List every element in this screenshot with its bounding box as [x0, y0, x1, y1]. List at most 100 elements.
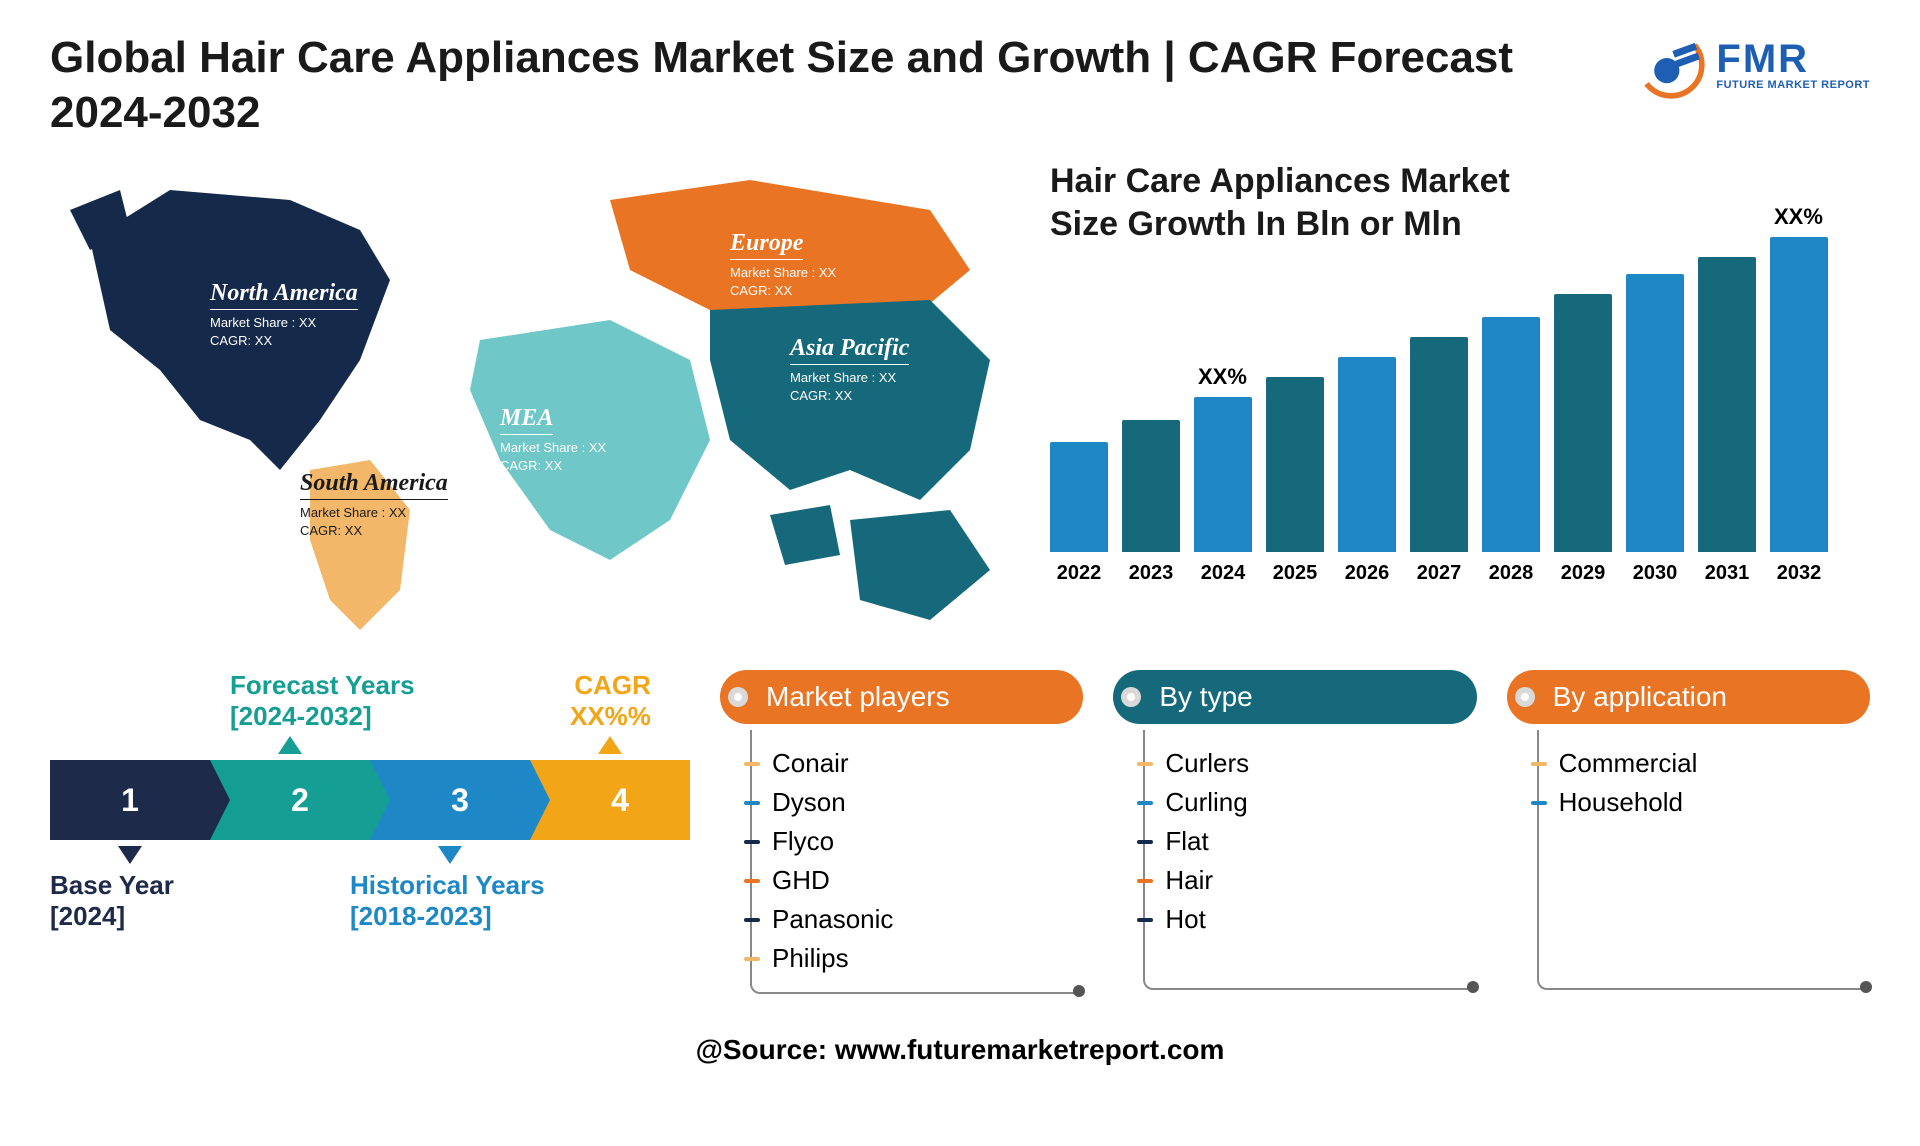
region-label-eu: EuropeMarket Share : XXCAGR: XX — [730, 230, 836, 300]
chart-bars: 2022 2023 2024 2025 2026 2027 2028 2029 2030 2031… — [1050, 255, 1870, 585]
arrow-down-icon — [438, 846, 462, 864]
bar — [1194, 397, 1252, 552]
bar — [1410, 337, 1468, 552]
bar — [1122, 420, 1180, 552]
tick-icon — [744, 879, 760, 883]
list-item-label: Flat — [1165, 826, 1208, 857]
bar-column: 2027 — [1410, 337, 1468, 585]
bar-year-label: 2030 — [1633, 562, 1678, 585]
bar-column: 2024 — [1194, 397, 1252, 585]
list-item: Dyson — [744, 783, 1083, 822]
bar — [1338, 357, 1396, 552]
page-title: Global Hair Care Appliances Market Size … — [50, 30, 1550, 140]
list-item-label: Hair — [1165, 865, 1213, 896]
list-item-label: Conair — [772, 748, 849, 779]
tl-base-l2: [2024] — [50, 901, 174, 932]
list-item: Hair — [1137, 861, 1476, 900]
bar-column: 2023 — [1122, 420, 1180, 585]
tl-cagr-l1: CAGR — [570, 670, 651, 701]
timeline-label-cagr: CAGR XX%% — [570, 670, 651, 732]
list-item: GHD — [744, 861, 1083, 900]
bar — [1266, 377, 1324, 552]
tl-hist-l2: [2018-2023] — [350, 901, 545, 932]
category-market-players: Market players Conair Dyson Flyco GHD Panaso… — [720, 670, 1083, 994]
timeline-segment: 3 — [370, 760, 530, 840]
chart-title: Hair Care Appliances Market Size Growth … — [1050, 160, 1550, 245]
region-label-mea: MEAMarket Share : XXCAGR: XX — [500, 405, 606, 475]
list-item: Flyco — [744, 822, 1083, 861]
bar-year-label: 2027 — [1417, 562, 1462, 585]
tick-icon — [744, 801, 760, 805]
tick-icon — [1137, 879, 1153, 883]
bar — [1698, 257, 1756, 552]
timeline-segment: 1 — [50, 760, 210, 840]
bar-year-label: 2032 — [1777, 562, 1822, 585]
timeline-segment: 4 — [530, 760, 690, 840]
bar-year-label: 2023 — [1129, 562, 1174, 585]
tl-forecast-l2: [2024-2032] — [230, 701, 415, 732]
list-item-label: Flyco — [772, 826, 834, 857]
category-title: By application — [1553, 681, 1727, 713]
list-item: Curling — [1137, 783, 1476, 822]
bar-year-label: 2029 — [1561, 562, 1606, 585]
tick-icon — [744, 957, 760, 961]
tl-hist-l1: Historical Years — [350, 870, 545, 901]
timeline-bar: 1234 — [50, 760, 690, 840]
logo-text-main: FMR — [1716, 39, 1870, 79]
list-item: Curlers — [1137, 744, 1476, 783]
arrow-down-icon — [118, 846, 142, 864]
bar-column: 2032 — [1770, 237, 1828, 585]
tick-icon — [744, 918, 760, 922]
list-item-label: Commercial — [1559, 748, 1698, 779]
binoculars-icon — [1636, 30, 1706, 100]
tick-icon — [744, 840, 760, 844]
bar-column: 2028 — [1482, 317, 1540, 585]
category-list: Commercial Household — [1537, 730, 1870, 990]
list-item: Hot — [1137, 900, 1476, 939]
category-title: Market players — [766, 681, 950, 713]
arrow-up-icon — [598, 736, 622, 754]
region-label-ap: Asia PacificMarket Share : XXCAGR: XX — [790, 335, 909, 405]
bar-column: 2026 — [1338, 357, 1396, 585]
tick-icon — [744, 762, 760, 766]
list-item-label: Household — [1559, 787, 1683, 818]
bullet-icon — [1121, 687, 1141, 707]
tl-cagr-l2: XX%% — [570, 701, 651, 732]
bar-column: 2025 — [1266, 377, 1324, 585]
bar-column: 2030 — [1626, 274, 1684, 585]
list-item: Commercial — [1531, 744, 1870, 783]
category-by-type: By type CurlersCurlingFlatHairHot — [1113, 670, 1476, 990]
tl-forecast-l1: Forecast Years — [230, 670, 415, 701]
region-label-sa: South AmericaMarket Share : XXCAGR: XX — [300, 470, 448, 540]
list-item: Flat — [1137, 822, 1476, 861]
timeline-label-forecast: Forecast Years [2024-2032] — [230, 670, 415, 732]
category-by-application: By application Commercial Household — [1507, 670, 1870, 990]
source-text: @Source: www.futuremarketreport.com — [50, 1034, 1870, 1066]
list-item-label: Philips — [772, 943, 849, 974]
list-item-label: Hot — [1165, 904, 1205, 935]
tick-icon — [1531, 801, 1547, 805]
bar-year-label: 2025 — [1273, 562, 1318, 585]
bar — [1554, 294, 1612, 552]
region-label-na: North AmericaMarket Share : XXCAGR: XX — [210, 280, 358, 350]
bar — [1626, 274, 1684, 552]
bar-year-label: 2026 — [1345, 562, 1390, 585]
bar — [1482, 317, 1540, 552]
logo-text-sub: FUTURE MARKET REPORT — [1716, 79, 1870, 91]
bar-column: 2022 — [1050, 442, 1108, 585]
tick-icon — [1137, 918, 1153, 922]
timeline-label-hist: Historical Years [2018-2023] — [350, 870, 545, 932]
bar-chart: Hair Care Appliances Market Size Growth … — [1050, 160, 1870, 640]
list-item: Household — [1531, 783, 1870, 822]
bullet-icon — [1515, 687, 1535, 707]
list-item-label: Dyson — [772, 787, 846, 818]
list-item: Panasonic — [744, 900, 1083, 939]
list-item: Philips — [744, 939, 1083, 978]
tick-icon — [1137, 801, 1153, 805]
bar-column: 2029 — [1554, 294, 1612, 585]
list-item: Conair — [744, 744, 1083, 783]
bar-column: 2031 — [1698, 257, 1756, 585]
tick-icon — [1137, 762, 1153, 766]
timeline: Forecast Years [2024-2032] CAGR XX%% 123… — [50, 670, 690, 840]
list-item-label: GHD — [772, 865, 830, 896]
